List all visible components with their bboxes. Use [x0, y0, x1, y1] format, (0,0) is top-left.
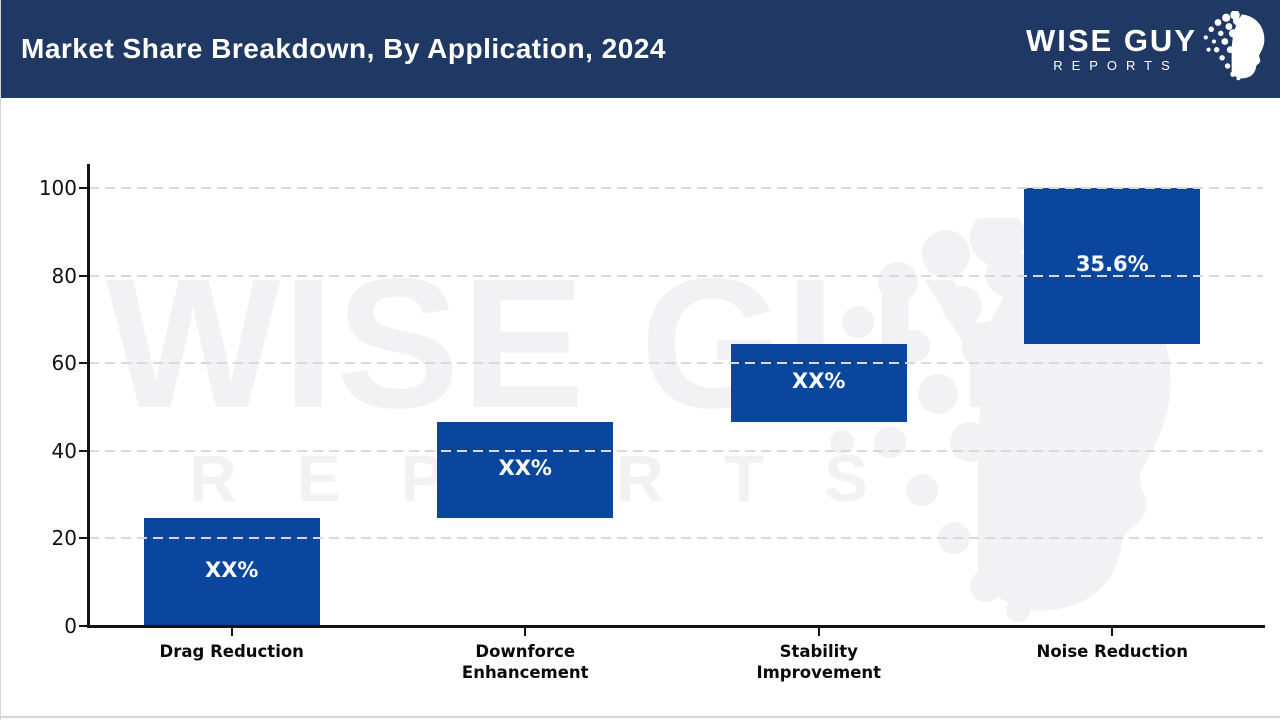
- gridline-80: [89, 274, 1263, 277]
- bar-value-label: XX%: [792, 368, 846, 393]
- y-axis-tick-label: 100: [38, 176, 77, 200]
- bar-stability-improvement: [730, 343, 907, 422]
- y-axis-tick-mark: [79, 187, 88, 189]
- x-axis-category-label: Downforce Enhancement: [461, 642, 589, 682]
- y-axis-tick-label: 40: [51, 438, 77, 463]
- y-axis-tick-mark: [79, 625, 88, 627]
- gridline-100: [89, 187, 1263, 189]
- x-axis-line: [87, 625, 1265, 628]
- gridline-60: [89, 362, 1263, 365]
- brand-subtitle: REPORTS: [1053, 58, 1179, 73]
- bar-noise-reduction: [1024, 188, 1201, 344]
- x-axis-category-label: Drag Reduction: [159, 642, 304, 661]
- bar-value-label: 35.6%: [1075, 251, 1149, 276]
- x-axis-tick-mark: [1111, 628, 1114, 636]
- page-title: Market Share Breakdown, By Application, …: [21, 33, 666, 64]
- y-axis-tick-label: 80: [51, 263, 77, 288]
- y-axis-tick-mark: [79, 537, 88, 540]
- y-axis-tick-mark: [79, 362, 88, 365]
- x-axis-category-label: Stability Improvement: [756, 642, 882, 682]
- header-bar: Market Share Breakdown, By Application, …: [1, 0, 1280, 98]
- brand-name: WISE GUY: [1025, 23, 1197, 58]
- x-axis-category-label: Noise Reduction: [1036, 642, 1188, 661]
- gridline-40: [89, 449, 1263, 452]
- bottom-divider: [1, 716, 1280, 718]
- logo-face-icon: [1203, 11, 1265, 81]
- y-axis-line: [87, 164, 90, 628]
- x-axis-tick-mark: [817, 628, 820, 636]
- y-axis-tick-mark: [79, 449, 88, 452]
- bar-value-label: XX%: [498, 455, 552, 480]
- y-axis-tick-label: 60: [51, 351, 77, 376]
- bar-drag-reduction: [143, 517, 320, 626]
- bar-value-label: XX%: [205, 557, 259, 582]
- y-axis-tick-label: 20: [51, 526, 77, 551]
- gridline-20: [89, 537, 1263, 540]
- bar-downforce-enhancement: [437, 421, 614, 518]
- brand-logo-text: WISE GUY REPORTS: [1026, 24, 1197, 74]
- y-axis-tick-mark: [79, 274, 88, 277]
- brand-logo: WISE GUY REPORTS: [1026, 6, 1267, 92]
- x-axis-tick-mark: [524, 628, 527, 636]
- y-axis-tick-label: 0: [64, 614, 77, 638]
- x-axis-tick-mark: [230, 628, 233, 636]
